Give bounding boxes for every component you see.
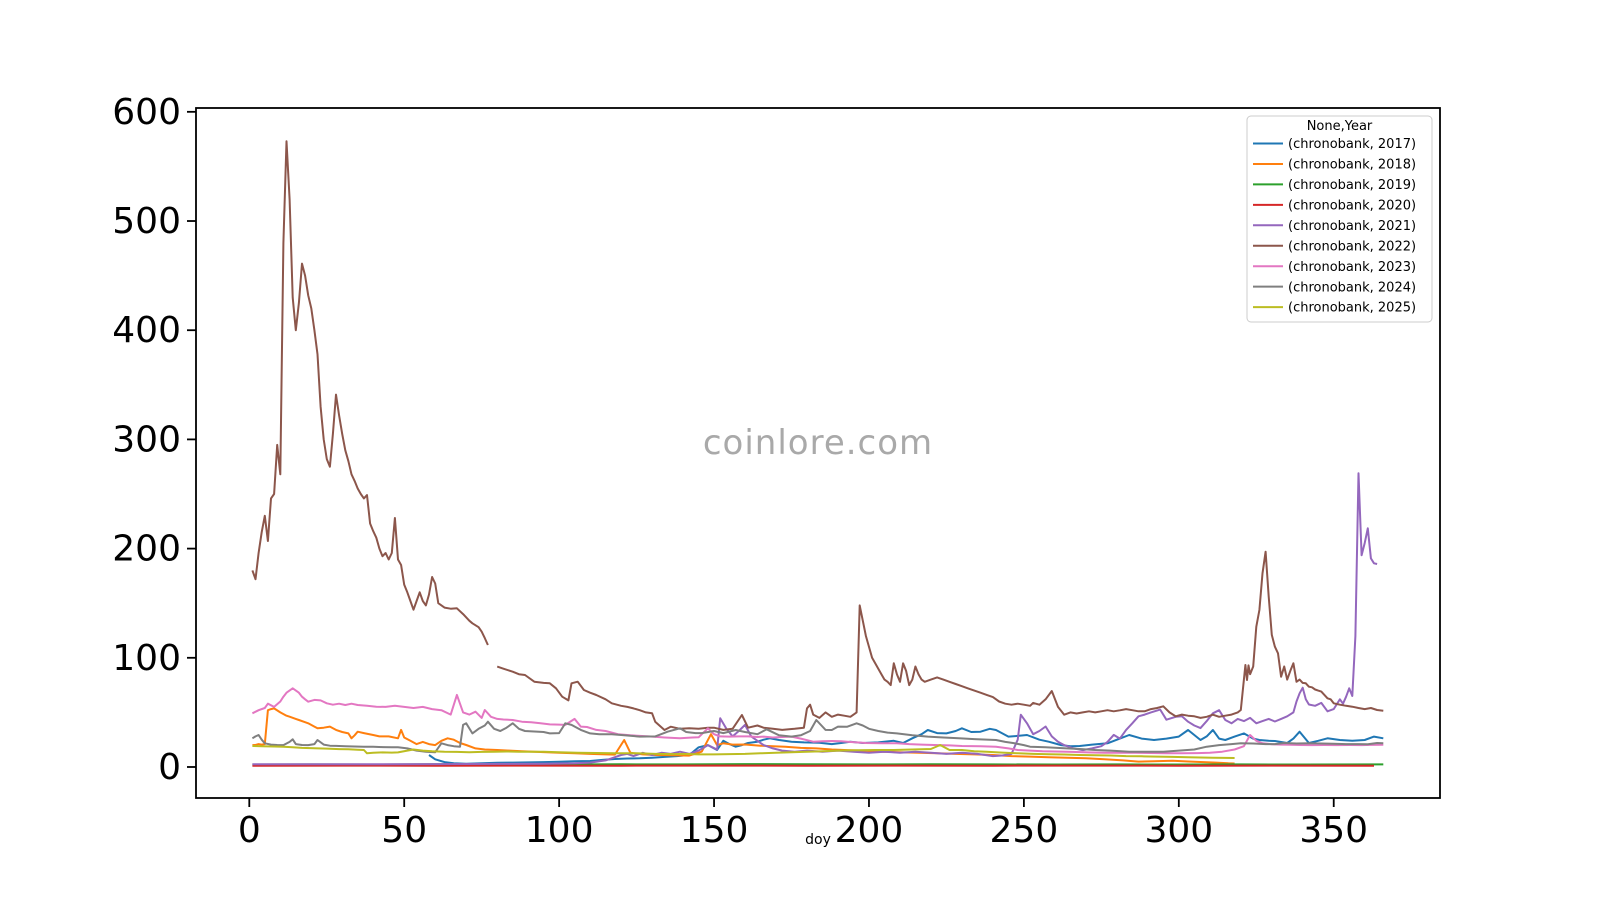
x-tick-label: 300 bbox=[1144, 810, 1213, 851]
legend-title: None,Year bbox=[1307, 119, 1373, 134]
y-tick-label: 500 bbox=[112, 201, 181, 242]
series-line-chronobank-2024 bbox=[251, 719, 1384, 754]
y-tick-label: 0 bbox=[158, 747, 181, 788]
legend-item-label: (chronobank, 2018) bbox=[1288, 158, 1416, 173]
legend-item-label: (chronobank, 2023) bbox=[1288, 260, 1416, 275]
legend-item-label: (chronobank, 2019) bbox=[1288, 178, 1416, 193]
legend-item-label: (chronobank, 2021) bbox=[1288, 219, 1416, 234]
y-tick-label: 200 bbox=[112, 529, 181, 570]
legend-item-label: (chronobank, 2022) bbox=[1288, 239, 1416, 254]
x-tick-label: 350 bbox=[1299, 810, 1368, 851]
y-tick-label: 300 bbox=[112, 419, 181, 460]
x-axis-label: doy bbox=[805, 832, 831, 848]
legend-box bbox=[1246, 115, 1433, 323]
x-tick-label: 150 bbox=[680, 810, 749, 851]
series-line-chronobank-2021 bbox=[252, 472, 1378, 766]
x-tick-label: 50 bbox=[381, 810, 427, 851]
x-tick-label: 250 bbox=[990, 810, 1059, 851]
y-tick-label: 100 bbox=[112, 638, 181, 679]
x-tick-label: 200 bbox=[835, 810, 904, 851]
x-tick-label: 0 bbox=[238, 810, 261, 851]
y-tick-label: 600 bbox=[112, 92, 181, 133]
plot-frame bbox=[195, 107, 1441, 799]
series-line-chronobank-2022 bbox=[251, 140, 1384, 731]
legend-item-label: (chronobank, 2017) bbox=[1288, 137, 1416, 152]
x-tick-label: 100 bbox=[525, 810, 594, 851]
series-line-chronobank-2017 bbox=[428, 727, 1384, 765]
series-line-chronobank-2025 bbox=[252, 744, 1235, 759]
legend-item-label: (chronobank, 2020) bbox=[1288, 198, 1416, 213]
legend-item-label: (chronobank, 2025) bbox=[1288, 301, 1416, 316]
y-tick-label: 400 bbox=[112, 310, 181, 351]
legend-item-label: (chronobank, 2024) bbox=[1288, 280, 1416, 295]
